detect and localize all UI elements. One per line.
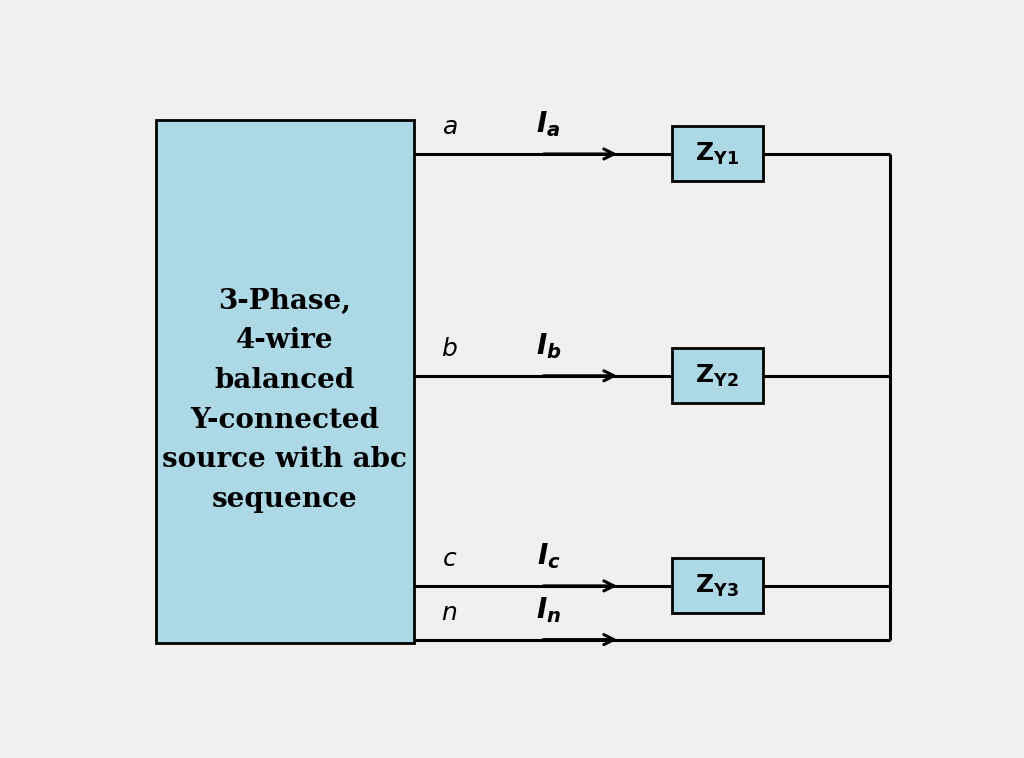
Text: $a$: $a$: [441, 117, 458, 139]
Text: $\boldsymbol{I}_{\boldsymbol{n}}$: $\boldsymbol{I}_{\boldsymbol{n}}$: [536, 595, 561, 625]
Text: $\mathbf{Z}_{\mathbf{Y3}}$: $\mathbf{Z}_{\mathbf{Y3}}$: [695, 572, 739, 599]
Text: $\mathbf{Z}_{\mathbf{Y2}}$: $\mathbf{Z}_{\mathbf{Y2}}$: [695, 362, 739, 389]
Text: $\boldsymbol{I}_{\boldsymbol{c}}$: $\boldsymbol{I}_{\boldsymbol{c}}$: [537, 541, 560, 572]
Text: $\mathbf{Z}_{\mathbf{Y1}}$: $\mathbf{Z}_{\mathbf{Y1}}$: [695, 140, 739, 167]
Text: $\boldsymbol{I}_{\boldsymbol{a}}$: $\boldsymbol{I}_{\boldsymbol{a}}$: [537, 110, 561, 139]
Text: $c$: $c$: [441, 548, 457, 572]
Bar: [156, 121, 414, 643]
Bar: [672, 126, 763, 181]
Text: 3-Phase,
4-wire
balanced
Y-connected
source with abc
sequence: 3-Phase, 4-wire balanced Y-connected sou…: [162, 288, 407, 513]
Bar: [672, 558, 763, 613]
Text: $\boldsymbol{I}_{\boldsymbol{b}}$: $\boldsymbol{I}_{\boldsymbol{b}}$: [536, 331, 561, 362]
Text: $n$: $n$: [441, 602, 458, 625]
Bar: [672, 348, 763, 403]
Text: $b$: $b$: [441, 338, 458, 362]
